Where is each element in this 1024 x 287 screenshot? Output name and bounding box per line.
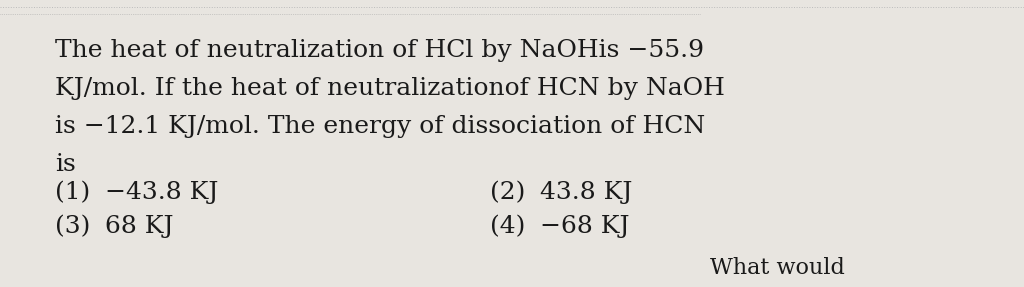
Text: 68 KJ: 68 KJ — [105, 215, 173, 238]
Text: 43.8 KJ: 43.8 KJ — [540, 181, 633, 204]
Text: (3): (3) — [55, 215, 90, 238]
Text: (4): (4) — [490, 215, 525, 238]
Text: −68 KJ: −68 KJ — [540, 215, 630, 238]
Text: −43.8 KJ: −43.8 KJ — [105, 181, 218, 204]
Text: is: is — [55, 153, 76, 176]
Text: is −12.1 KJ/mol. The energy of dissociation of HCN: is −12.1 KJ/mol. The energy of dissociat… — [55, 115, 706, 138]
Text: KJ/mol. If the heat of neutralizationof HCN by NaOH: KJ/mol. If the heat of neutralizationof … — [55, 77, 725, 100]
Text: What would: What would — [710, 257, 845, 279]
Text: (2): (2) — [490, 181, 525, 204]
Text: The heat of neutralization of HCl by NaOHis −55.9: The heat of neutralization of HCl by NaO… — [55, 39, 705, 62]
Text: (1): (1) — [55, 181, 90, 204]
